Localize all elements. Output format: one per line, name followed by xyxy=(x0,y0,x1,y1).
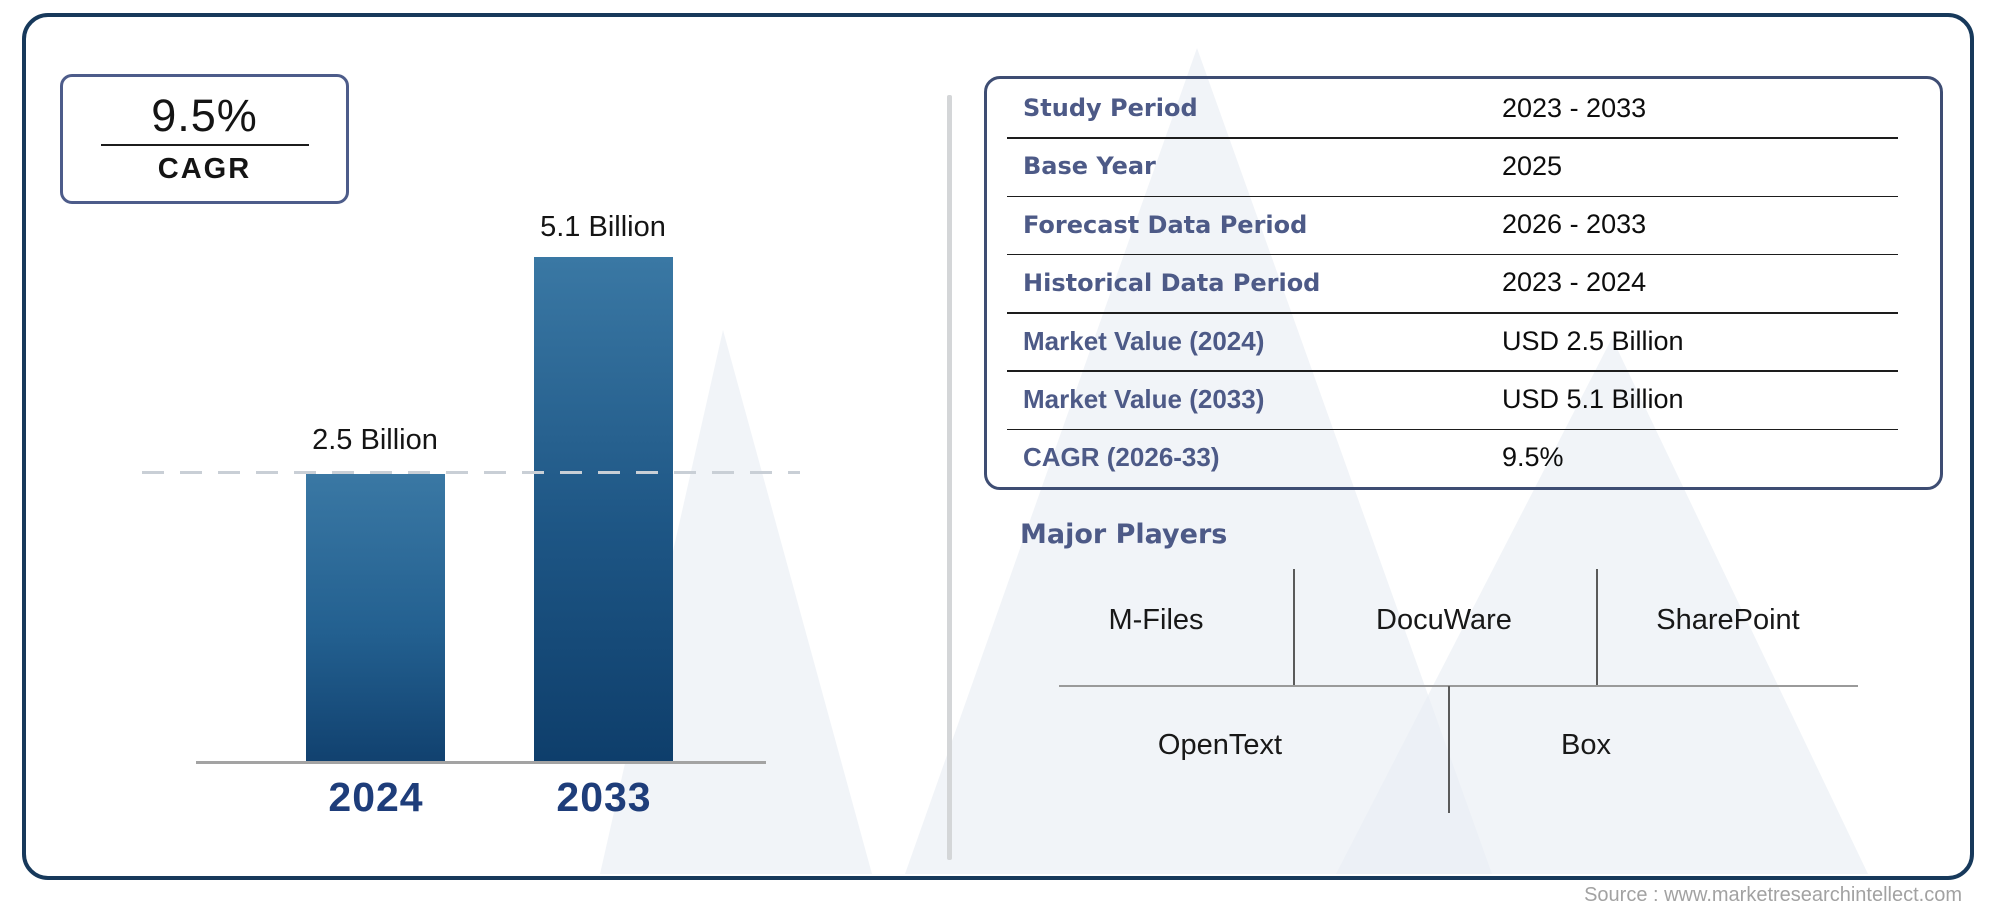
players-grid-horizontal-line xyxy=(1059,685,1858,687)
panel-divider xyxy=(947,95,952,860)
x-tick-2024: 2024 xyxy=(328,774,424,820)
table-row-value: 9.5% xyxy=(1502,442,1564,473)
cagr-divider-line xyxy=(100,144,309,147)
table-row-label: Market Value (2024) xyxy=(1023,325,1265,356)
x-tick-2033: 2033 xyxy=(556,774,652,820)
table-row-label: Base Year xyxy=(1023,152,1156,181)
bar-2033 xyxy=(534,257,673,762)
players-grid-vertical-line xyxy=(1448,686,1450,813)
player-name: Box xyxy=(1561,729,1611,761)
table-row-value: USD 2.5 Billion xyxy=(1502,325,1684,356)
bar-2024 xyxy=(306,474,445,762)
table-row: Historical Data Period 2023 - 2024 xyxy=(987,253,1940,312)
table-row: Market Value (2024) USD 2.5 Billion xyxy=(987,312,1940,370)
x-axis-line xyxy=(196,761,766,764)
cagr-label: CAGR xyxy=(157,153,252,186)
player-name: M-Files xyxy=(1108,604,1204,636)
watermark-triangle xyxy=(1336,338,1868,874)
table-row: Base Year 2025 xyxy=(987,137,1940,195)
table-row: Study Period 2023 - 2033 xyxy=(987,79,1940,137)
table-row: CAGR (2026-33) 9.5% xyxy=(987,428,1940,487)
source-attribution: Source : www.marketresearchintellect.com xyxy=(1584,884,1962,906)
table-row-label: CAGR (2026-33) xyxy=(1023,442,1220,473)
watermark-triangle xyxy=(905,48,1492,874)
cagr-value: 9.5% xyxy=(151,89,258,141)
player-name: OpenText xyxy=(1157,729,1283,761)
player-name: SharePoint xyxy=(1656,604,1800,636)
table-row-label: Forecast Data Period xyxy=(1023,210,1308,239)
bar-value-label-2024: 2.5 Billion xyxy=(312,424,438,456)
table-row-value: 2023 - 2033 xyxy=(1502,92,1647,123)
table-row-value: USD 5.1 Billion xyxy=(1502,384,1684,415)
table-row-value: 2023 - 2024 xyxy=(1502,267,1647,298)
major-players-heading: Major Players xyxy=(1020,519,1228,550)
table-row-label: Historical Data Period xyxy=(1023,268,1321,297)
study-info-table: Study Period 2023 - 2033 Base Year 2025 … xyxy=(984,76,1943,490)
players-grid-vertical-line xyxy=(1293,569,1295,686)
table-row-value: 2026 - 2033 xyxy=(1502,209,1647,240)
player-name: DocuWare xyxy=(1376,604,1512,636)
table-row: Forecast Data Period 2026 - 2033 xyxy=(987,195,1940,254)
bar-value-label-2033: 5.1 Billion xyxy=(540,211,666,243)
table-row-label: Study Period xyxy=(1023,94,1198,123)
players-grid-vertical-line xyxy=(1596,569,1598,686)
cagr-box: 9.5% CAGR xyxy=(60,74,349,204)
table-row: Market Value (2033) USD 5.1 Billion xyxy=(987,370,1940,428)
table-row-value: 2025 xyxy=(1502,150,1563,181)
reference-dashed-line xyxy=(142,471,800,474)
table-row-label: Market Value (2033) xyxy=(1023,384,1265,415)
